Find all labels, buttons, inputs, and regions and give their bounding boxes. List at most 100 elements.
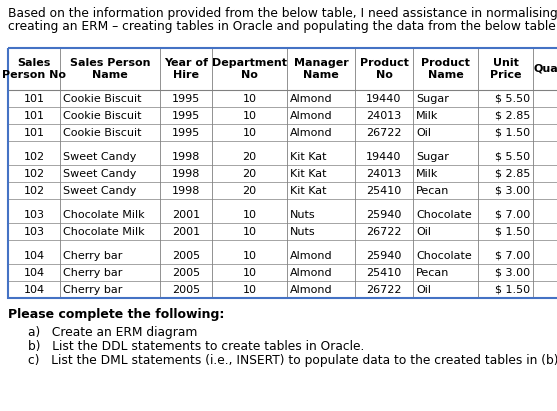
Text: 25940: 25940 (367, 250, 402, 261)
Text: Milk: Milk (416, 169, 438, 178)
Text: 10: 10 (242, 111, 257, 120)
Text: 26722: 26722 (367, 226, 402, 236)
Text: $ 5.50: $ 5.50 (495, 152, 530, 162)
Text: Quantity: Quantity (534, 64, 557, 74)
Text: 1998: 1998 (172, 152, 200, 162)
Text: Milk: Milk (416, 111, 438, 120)
Text: 24013: 24013 (367, 111, 402, 120)
Text: Cookie Biscuit: Cookie Biscuit (63, 127, 141, 138)
Text: Almond: Almond (290, 250, 333, 261)
Text: 102: 102 (23, 169, 45, 178)
Text: Sugar: Sugar (416, 93, 449, 104)
Text: 103: 103 (23, 226, 45, 236)
Text: Cookie Biscuit: Cookie Biscuit (63, 111, 141, 120)
Text: Almond: Almond (290, 111, 333, 120)
Text: Kit Kat: Kit Kat (290, 152, 326, 162)
Text: 20: 20 (242, 185, 257, 196)
Text: 20: 20 (242, 169, 257, 178)
Text: Oil: Oil (416, 284, 431, 295)
Text: Manager
Name: Manager Name (294, 58, 348, 80)
Text: 1998: 1998 (172, 185, 200, 196)
Text: a)   Create an ERM diagram: a) Create an ERM diagram (28, 326, 197, 339)
Text: b)   List the DDL statements to create tables in Oracle.: b) List the DDL statements to create tab… (28, 340, 364, 353)
Text: Almond: Almond (290, 268, 333, 277)
Text: $ 3.00: $ 3.00 (495, 185, 530, 196)
Text: $ 2.85: $ 2.85 (495, 111, 530, 120)
Text: 25940: 25940 (367, 210, 402, 219)
Text: 10: 10 (242, 93, 257, 104)
Text: Sales
Person No: Sales Person No (2, 58, 66, 80)
Text: $ 1.50: $ 1.50 (495, 127, 530, 138)
Text: Sweet Candy: Sweet Candy (63, 169, 136, 178)
Text: 101: 101 (23, 127, 45, 138)
Text: 2001: 2001 (172, 226, 200, 236)
Text: Based on the information provided from the below table, I need assistance in nor: Based on the information provided from t… (8, 7, 557, 20)
Text: Chocolate: Chocolate (416, 250, 472, 261)
Text: 25410: 25410 (367, 268, 402, 277)
Text: 1995: 1995 (172, 93, 200, 104)
Text: Nuts: Nuts (290, 210, 316, 219)
Text: Sweet Candy: Sweet Candy (63, 185, 136, 196)
Text: 24013: 24013 (367, 169, 402, 178)
Text: Department
No: Department No (212, 58, 287, 80)
Text: 1998: 1998 (172, 169, 200, 178)
Text: 101: 101 (23, 111, 45, 120)
Text: Kit Kat: Kit Kat (290, 169, 326, 178)
Text: Almond: Almond (290, 127, 333, 138)
Text: $ 5.50: $ 5.50 (495, 93, 530, 104)
Text: 1995: 1995 (172, 111, 200, 120)
Text: 103: 103 (23, 210, 45, 219)
Text: 10: 10 (242, 284, 257, 295)
Text: 2005: 2005 (172, 250, 200, 261)
Text: creating an ERM – creating tables in Oracle and populating the data from the bel: creating an ERM – creating tables in Ora… (8, 20, 557, 33)
Text: Year of
Hire: Year of Hire (164, 58, 208, 80)
Text: 19440: 19440 (367, 152, 402, 162)
Text: Kit Kat: Kit Kat (290, 185, 326, 196)
Text: Cherry bar: Cherry bar (63, 250, 123, 261)
Text: Chocolate: Chocolate (416, 210, 472, 219)
Text: 2005: 2005 (172, 268, 200, 277)
Text: 20: 20 (242, 152, 257, 162)
Text: 10: 10 (242, 250, 257, 261)
Text: Cherry bar: Cherry bar (63, 268, 123, 277)
Text: 10: 10 (242, 226, 257, 236)
Text: Product
Name: Product Name (421, 58, 470, 80)
Text: Product
No: Product No (360, 58, 408, 80)
Text: Sales Person
Name: Sales Person Name (70, 58, 150, 80)
Text: 26722: 26722 (367, 127, 402, 138)
Text: $ 3.00: $ 3.00 (495, 268, 530, 277)
Text: Sugar: Sugar (416, 152, 449, 162)
Bar (8, 48, 557, 298)
Text: Chocolate Milk: Chocolate Milk (63, 210, 145, 219)
Text: Chocolate Milk: Chocolate Milk (63, 226, 145, 236)
Text: 104: 104 (23, 250, 45, 261)
Text: 25410: 25410 (367, 185, 402, 196)
Text: $ 1.50: $ 1.50 (495, 226, 530, 236)
Text: Nuts: Nuts (290, 226, 316, 236)
Text: Please complete the following:: Please complete the following: (8, 308, 224, 321)
Text: Pecan: Pecan (416, 268, 449, 277)
Text: Almond: Almond (290, 93, 333, 104)
Text: Oil: Oil (416, 226, 431, 236)
Text: $ 2.85: $ 2.85 (495, 169, 530, 178)
Text: 10: 10 (242, 268, 257, 277)
Text: 10: 10 (242, 127, 257, 138)
Text: Cookie Biscuit: Cookie Biscuit (63, 93, 141, 104)
Text: 104: 104 (23, 284, 45, 295)
Text: 102: 102 (23, 185, 45, 196)
Text: Pecan: Pecan (416, 185, 449, 196)
Text: 2005: 2005 (172, 284, 200, 295)
Text: Cherry bar: Cherry bar (63, 284, 123, 295)
Text: 2001: 2001 (172, 210, 200, 219)
Text: Almond: Almond (290, 284, 333, 295)
Text: Unit
Price: Unit Price (490, 58, 521, 80)
Text: Sweet Candy: Sweet Candy (63, 152, 136, 162)
Text: $ 7.00: $ 7.00 (495, 250, 530, 261)
Text: 1995: 1995 (172, 127, 200, 138)
Text: 26722: 26722 (367, 284, 402, 295)
Text: Oil: Oil (416, 127, 431, 138)
Text: 10: 10 (242, 210, 257, 219)
Text: 102: 102 (23, 152, 45, 162)
Text: 104: 104 (23, 268, 45, 277)
Text: 19440: 19440 (367, 93, 402, 104)
